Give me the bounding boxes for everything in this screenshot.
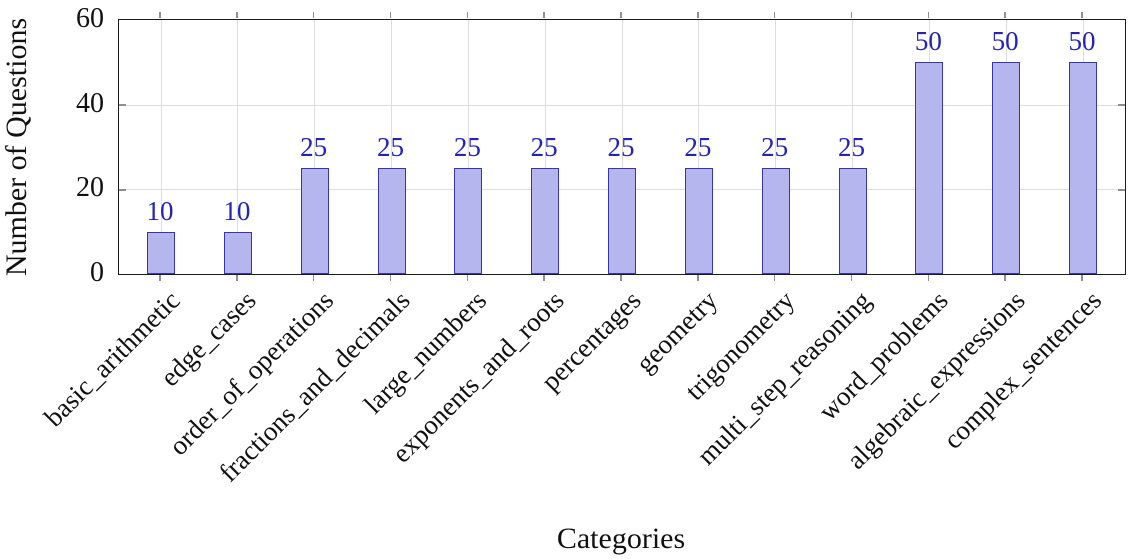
y-tick-label: 60: [76, 3, 104, 34]
vertical-gridline: [314, 20, 316, 274]
x-tick-mark-bottom: [159, 275, 161, 281]
bar: [147, 231, 175, 274]
vertical-gridline: [237, 20, 239, 274]
bar-value-label: 25: [453, 132, 481, 163]
bar: [608, 168, 636, 274]
bar-value-label: 25: [607, 132, 635, 163]
x-tick-mark-bottom: [927, 275, 930, 281]
x-tick-mark-bottom: [697, 275, 699, 281]
x-tick-mark-bottom: [236, 275, 238, 281]
x-tick-mark-top: [1004, 12, 1006, 18]
bar: [838, 168, 867, 274]
y-axis-title: Number of Questions: [0, 17, 33, 277]
bar: [992, 62, 1021, 274]
x-tick-mark-bottom: [620, 275, 622, 281]
x-tick-mark-bottom: [850, 275, 853, 281]
bar-value-label: 10: [223, 195, 251, 226]
y-tick-label: 20: [76, 172, 104, 204]
x-tick-mark-top: [312, 12, 315, 18]
bar: [761, 168, 790, 274]
vertical-gridline: [775, 20, 777, 274]
x-tick-mark-top: [773, 12, 776, 18]
vertical-gridline: [160, 20, 162, 274]
x-tick-mark-top: [543, 12, 545, 18]
bar: [531, 168, 560, 274]
vertical-gridline: [391, 20, 392, 274]
bar-value-label: 25: [377, 132, 404, 163]
x-tick-mark-bottom: [773, 275, 776, 281]
bar: [684, 168, 713, 274]
x-tick-mark-bottom: [1081, 275, 1083, 281]
x-tick-mark-bottom: [312, 275, 315, 281]
x-tick-mark-bottom: [1004, 275, 1006, 281]
vertical-gridline: [852, 20, 853, 274]
bar: [223, 231, 252, 274]
bar-value-label: 25: [761, 132, 789, 163]
x-tick-mark-top: [159, 12, 161, 18]
bar-value-label: 50: [914, 26, 942, 57]
x-tick-mark-bottom: [466, 275, 469, 281]
bar: [915, 62, 944, 274]
x-tick-mark-top: [850, 12, 853, 18]
bar: [377, 168, 406, 274]
bar: [454, 168, 483, 274]
vertical-gridline: [621, 20, 623, 274]
bar-value-label: 50: [991, 26, 1019, 57]
bar-value-label: 50: [1068, 26, 1096, 57]
bar-value-label: 25: [684, 132, 712, 163]
bar-value-label: 25: [300, 132, 328, 163]
y-tick-mark-left: [119, 104, 126, 106]
bar: [300, 168, 329, 274]
bar-value-label: 10: [146, 195, 174, 226]
y-tick-label: 0: [90, 257, 104, 288]
x-tick-mark-top: [389, 12, 392, 18]
bar-value-label: 25: [530, 132, 558, 163]
x-tick-mark-top: [1081, 12, 1083, 18]
x-tick-mark-top: [466, 12, 469, 18]
x-tick-label: basic_arithmetic: [37, 285, 186, 433]
vertical-gridline: [467, 20, 469, 274]
x-tick-mark-top: [620, 12, 622, 18]
bar: [1069, 62, 1097, 274]
x-tick-mark-top: [697, 12, 699, 18]
x-tick-mark-top: [927, 12, 930, 18]
vertical-gridline: [544, 20, 546, 274]
y-tick-mark-right: [1118, 104, 1125, 106]
y-tick-label: 40: [76, 87, 104, 119]
y-tick-mark-right: [1118, 189, 1125, 191]
y-tick-mark-left: [119, 189, 126, 191]
x-tick-mark-top: [236, 12, 238, 18]
vertical-gridline: [698, 20, 700, 274]
plot-area: [118, 19, 1126, 275]
x-axis-title: Categories: [556, 522, 686, 555]
x-tick-mark-bottom: [543, 275, 545, 281]
x-tick-mark-bottom: [389, 275, 392, 281]
bar-value-label: 25: [838, 132, 865, 163]
